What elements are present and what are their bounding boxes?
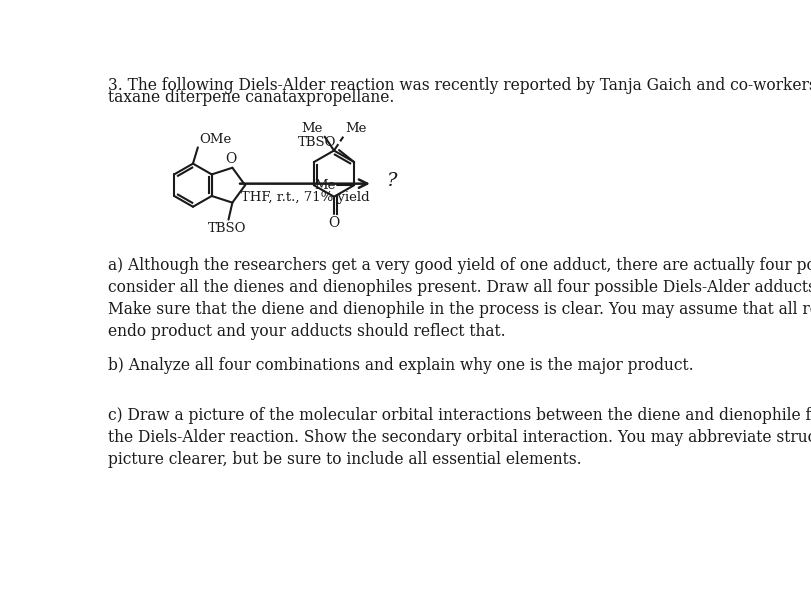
Text: O: O [225, 152, 236, 166]
Text: Me: Me [314, 179, 335, 191]
Text: c) Draw a picture of the molecular orbital interactions between the diene and di: c) Draw a picture of the molecular orbit… [108, 407, 811, 469]
Text: TBSO: TBSO [298, 136, 337, 149]
Text: b) Analyze all four combinations and explain why one is the major product.: b) Analyze all four combinations and exp… [108, 357, 693, 374]
Text: ?: ? [386, 172, 397, 190]
Text: Me: Me [302, 122, 323, 135]
Text: a) Although the researchers get a very good yield of one adduct, there are actua: a) Although the researchers get a very g… [108, 257, 811, 340]
Text: THF, r.t., 71% yield: THF, r.t., 71% yield [240, 191, 369, 205]
Text: O: O [328, 216, 339, 230]
Text: 3. The following Diels-Alder reaction was recently reported by Tanja Gaich and c: 3. The following Diels-Alder reaction wa… [108, 77, 811, 94]
Text: taxane diterpene canataxpropellane.: taxane diterpene canataxpropellane. [108, 89, 393, 106]
Text: Me: Me [345, 122, 366, 135]
Text: OMe: OMe [200, 133, 231, 146]
Text: TBSO: TBSO [208, 222, 246, 235]
